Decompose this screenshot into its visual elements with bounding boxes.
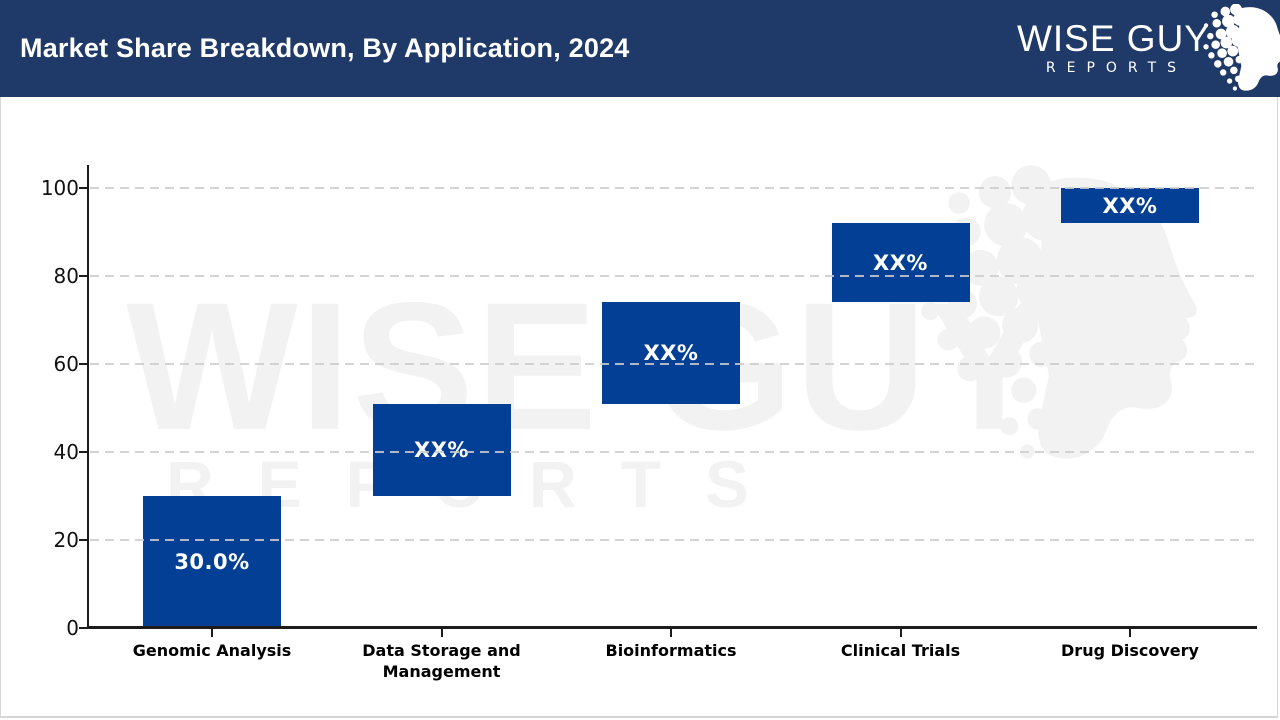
bar: XX% bbox=[602, 302, 740, 404]
y-axis-spine bbox=[87, 165, 89, 629]
gridline bbox=[90, 187, 1257, 189]
bar: XX% bbox=[1061, 188, 1199, 224]
x-tick bbox=[1129, 629, 1131, 637]
y-tick-label: 80 bbox=[53, 264, 79, 288]
x-axis-label: Clinical Trials bbox=[840, 641, 961, 660]
bar-value-label: XX% bbox=[873, 250, 928, 275]
x-axis-label: Drug Discovery bbox=[1061, 641, 1199, 660]
x-tick bbox=[670, 629, 672, 637]
bar-value-label: XX% bbox=[414, 437, 469, 462]
gridline bbox=[90, 275, 1257, 277]
x-axis-label: Genomic Analysis bbox=[132, 641, 292, 660]
y-tick-mark bbox=[79, 539, 87, 541]
y-tick-label: 0 bbox=[66, 616, 79, 640]
gridline bbox=[90, 539, 1257, 541]
y-tick-mark bbox=[79, 275, 87, 277]
logo-face-icon bbox=[1203, 4, 1280, 91]
x-tick bbox=[440, 629, 443, 637]
x-tick bbox=[211, 629, 213, 637]
wise-guy-logo: WISE GUY REPORTS bbox=[1017, 0, 1280, 97]
y-tick-label: 60 bbox=[53, 352, 79, 376]
bar: XX% bbox=[372, 403, 511, 496]
bar-value-label: 30.0% bbox=[174, 550, 250, 574]
bar: XX% bbox=[831, 223, 970, 303]
x-tick bbox=[899, 629, 902, 637]
header-bar: Market Share Breakdown, By Application, … bbox=[0, 0, 1280, 97]
bar-value-label: XX% bbox=[1102, 193, 1158, 218]
gridline bbox=[90, 363, 1257, 365]
y-tick-mark bbox=[79, 627, 87, 629]
x-axis-label: Data Storage and Management bbox=[362, 641, 521, 681]
chart-title: Market Share Breakdown, By Application, … bbox=[20, 33, 630, 63]
logo-brand-text: WISE GUY bbox=[1016, 18, 1210, 59]
bar-value-label: XX% bbox=[643, 340, 699, 365]
y-tick-mark bbox=[79, 187, 87, 189]
logo-text: WISE GUY REPORTS bbox=[1017, 20, 1210, 76]
y-tick-label: 40 bbox=[53, 440, 79, 464]
logo-reports-text: REPORTS bbox=[1045, 60, 1188, 76]
y-tick-label: 20 bbox=[53, 528, 79, 552]
chart-area: WISE GUY REPORTS 02040608010030.0%Genomi… bbox=[0, 97, 1278, 718]
y-tick-mark bbox=[79, 451, 87, 453]
y-tick-mark bbox=[79, 363, 87, 365]
bar: 30.0% bbox=[143, 496, 281, 628]
x-axis-spine bbox=[87, 626, 1257, 629]
y-tick-label: 100 bbox=[40, 176, 79, 200]
gridline bbox=[90, 451, 1257, 453]
x-axis-label: Bioinformatics bbox=[605, 641, 737, 660]
